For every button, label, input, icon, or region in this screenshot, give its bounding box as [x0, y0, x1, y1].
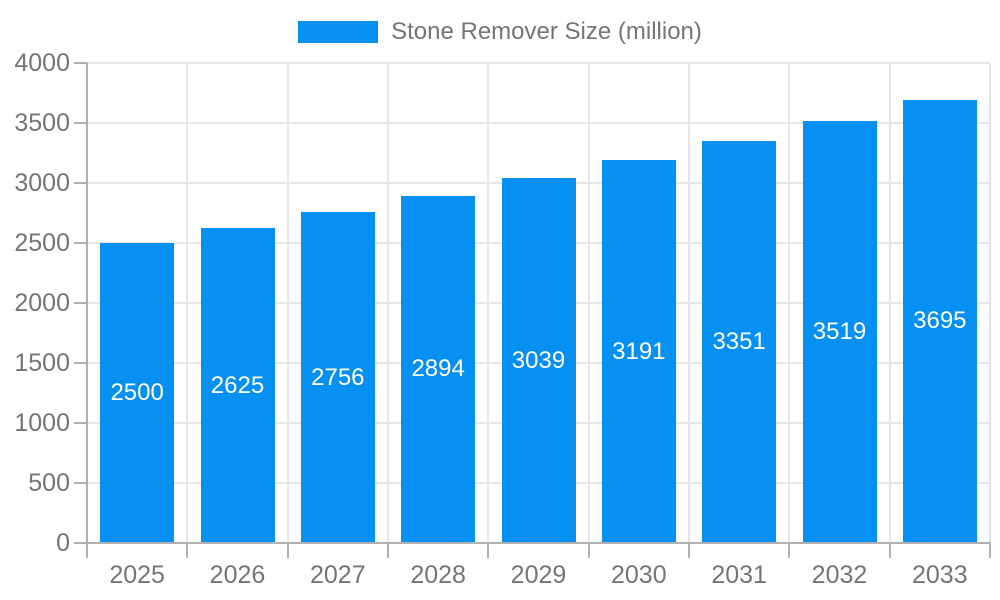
x-axis-line: [86, 542, 991, 544]
x-tick-mark: [788, 543, 791, 558]
bar: 2894: [401, 195, 476, 543]
bar: 3039: [501, 178, 576, 543]
y-tick-label: 500: [28, 469, 70, 497]
y-tick-label: 1500: [14, 349, 70, 377]
y-tick-mark: [74, 362, 87, 364]
x-tick-mark: [688, 543, 690, 558]
y-tick-label: 1000: [14, 409, 70, 437]
x-tick-label: 2033: [912, 561, 968, 589]
chart-legend: Stone Remover Size (million): [0, 18, 1000, 46]
x-tick-mark: [587, 543, 590, 558]
x-tick-mark: [487, 543, 490, 558]
bar-value-label: 2500: [110, 379, 164, 406]
y-tick-label: 2500: [14, 229, 70, 257]
y-tick-mark: [74, 182, 87, 184]
x-tick-label: 2026: [209, 561, 266, 589]
v-gridline: [186, 63, 189, 543]
bar-value-label: 2625: [210, 371, 265, 399]
y-tick-mark: [74, 62, 87, 64]
bar: 3519: [802, 120, 877, 543]
v-gridline: [387, 63, 389, 543]
v-gridline: [286, 63, 289, 543]
y-tick-label: 4000: [14, 49, 70, 77]
v-gridline: [788, 63, 791, 543]
y-tick-mark: [74, 242, 87, 244]
x-tick-mark: [387, 543, 389, 558]
v-gridline: [487, 63, 490, 543]
y-tick-label: 2000: [14, 289, 70, 317]
bar: 2500: [100, 243, 175, 543]
legend-swatch: [298, 21, 379, 43]
bar: 2756: [300, 212, 375, 543]
bar-value-label: 3695: [913, 307, 967, 335]
y-tick-mark: [74, 542, 87, 544]
v-gridline: [888, 63, 891, 543]
y-axis-line: [86, 63, 88, 558]
legend-label: Stone Remover Size (million): [391, 18, 702, 45]
y-tick-label: 3500: [14, 109, 70, 137]
bar-value-label: 2894: [411, 355, 465, 383]
v-gridline: [587, 63, 590, 543]
x-tick-label: 2028: [410, 561, 466, 589]
x-tick-mark: [989, 543, 991, 558]
x-tick-mark: [286, 543, 289, 558]
bar-value-label: 3351: [712, 327, 766, 355]
y-tick-mark: [74, 422, 87, 424]
x-tick-label: 2030: [611, 561, 667, 589]
x-tick-label: 2031: [711, 561, 767, 589]
x-tick-label: 2029: [510, 561, 567, 589]
v-gridline: [989, 63, 991, 543]
bar-value-label: 3191: [612, 337, 666, 365]
v-gridline: [688, 63, 690, 543]
x-tick-label: 2032: [811, 561, 868, 589]
bar: 3191: [601, 160, 676, 543]
x-tick-label: 2025: [109, 561, 165, 589]
bar-value-label: 3519: [812, 317, 867, 345]
x-tick-mark: [888, 543, 891, 558]
bar: 2625: [200, 228, 275, 543]
bar: 3351: [702, 140, 777, 543]
x-tick-mark: [186, 543, 189, 558]
x-tick-label: 2027: [310, 561, 366, 589]
y-tick-label: 0: [56, 529, 70, 557]
h-gridline: [87, 122, 990, 124]
y-tick-mark: [74, 482, 87, 484]
h-gridline: [87, 62, 990, 64]
y-tick-label: 3000: [14, 169, 70, 197]
y-tick-mark: [74, 122, 87, 124]
y-tick-mark: [74, 302, 87, 304]
bar: 3695: [902, 99, 977, 543]
bar-value-label: 3039: [511, 346, 566, 374]
bar-value-label: 2756: [311, 363, 365, 391]
